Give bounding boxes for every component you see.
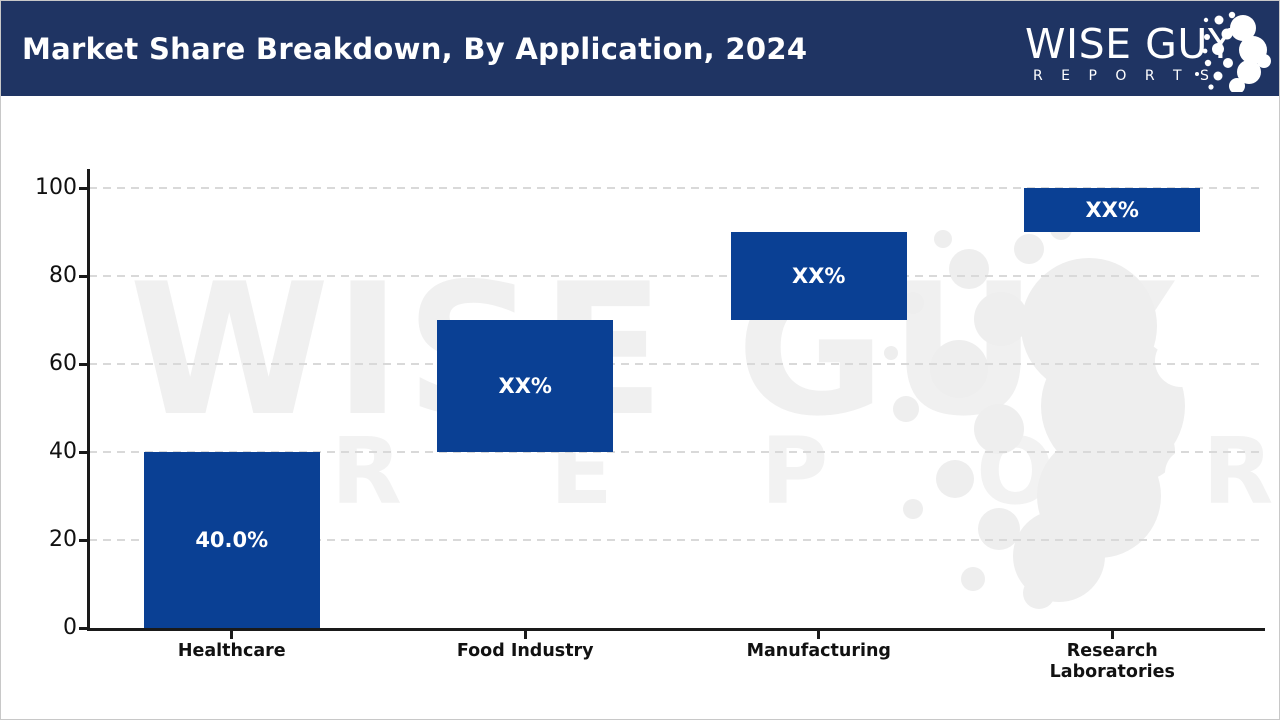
category-label: Healthcare [177, 641, 286, 661]
y-tick-mark [79, 627, 87, 630]
bar-value-label: XX% [498, 374, 552, 398]
y-axis-line [87, 169, 90, 631]
gridline [89, 539, 1265, 541]
gridline [89, 187, 1265, 189]
bar-value-label: XX% [1085, 198, 1139, 222]
y-tick-mark [79, 363, 87, 366]
bar-value-label: XX% [792, 264, 846, 288]
header-bar: Market Share Breakdown, By Application, … [1, 1, 1279, 96]
chart-plot-area: 0 20 40 60 80 100 40.0% XX% XX% XX% Healthcare Fo… [1, 96, 1279, 719]
category-label: Manufacturing [746, 641, 891, 661]
bar-healthcare: 40.0% [143, 452, 320, 628]
y-tick-label: 100 [35, 175, 77, 200]
chart-title: Market Share Breakdown, By Application, … [22, 31, 808, 66]
y-tick-label: 60 [49, 351, 77, 376]
gridline [89, 275, 1265, 277]
logo-reports-text: R E P O R T S [1033, 68, 1216, 84]
watermark-dotted-head-graphic [884, 218, 1191, 609]
x-tick-mark [1110, 631, 1114, 639]
x-tick-mark [230, 631, 234, 639]
bar-manufacturing: XX% [730, 232, 907, 320]
logo-brand-text: WISE GUY [1025, 20, 1234, 68]
y-tick-mark [79, 275, 87, 278]
bar-value-label: 40.0% [195, 528, 269, 552]
x-axis-line [87, 628, 1265, 631]
gridline [89, 363, 1265, 365]
logo-dotted-head-icon [1195, 11, 1271, 92]
y-tick-label: 40 [49, 439, 77, 464]
x-tick-mark [817, 631, 821, 639]
gridline [89, 451, 1265, 453]
wise-guy-reports-logo: WISE GUY R E P O R T S [1025, 11, 1271, 92]
category-label: Food Industry [456, 641, 594, 661]
bar-food-industry: XX% [437, 320, 614, 452]
y-tick-mark [79, 451, 87, 454]
y-tick-mark [79, 539, 87, 542]
y-tick-label: 20 [49, 527, 77, 552]
y-tick-label: 0 [63, 615, 77, 640]
x-tick-mark [523, 631, 527, 639]
bar-research-laboratories: XX% [1024, 188, 1201, 232]
category-label: Research Laboratories [1049, 641, 1175, 682]
y-tick-label: 80 [49, 263, 77, 288]
y-tick-mark [79, 187, 87, 190]
